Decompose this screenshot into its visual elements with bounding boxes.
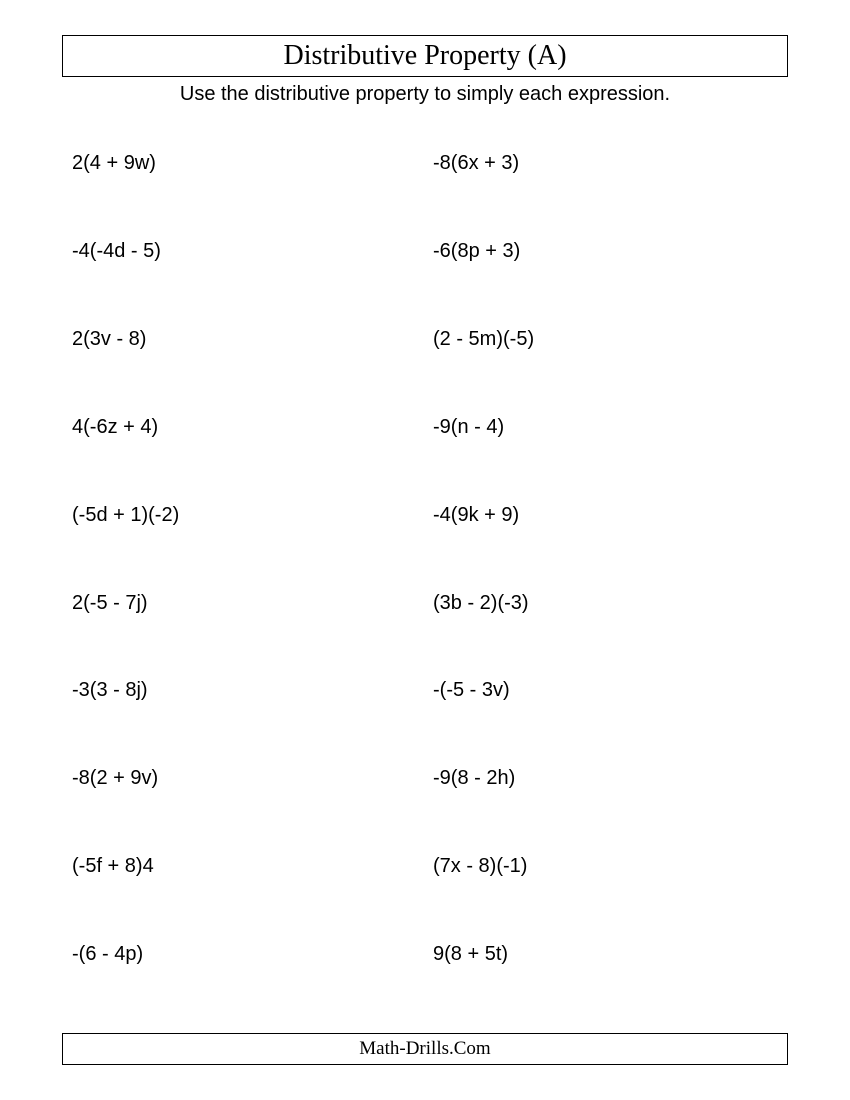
problem-right-3: -9(n - 4) — [425, 408, 778, 496]
worksheet-page: Distributive Property (A) Use the distri… — [0, 0, 850, 1100]
worksheet-title: Distributive Property (A) — [63, 40, 787, 72]
problem-left-3: 4(-6z + 4) — [72, 408, 425, 496]
problem-right-5: (3b - 2)(-3) — [425, 584, 778, 672]
problem-left-5: 2(-5 - 7j) — [72, 584, 425, 672]
problem-right-7: -9(8 - 2h) — [425, 759, 778, 847]
problem-right-4: -4(9k + 9) — [425, 496, 778, 584]
problem-left-7: -8(2 + 9v) — [72, 759, 425, 847]
problem-right-6: -(-5 - 3v) — [425, 671, 778, 759]
footer-container: Math-Drills.Com — [62, 1033, 788, 1065]
problem-left-1: -4(-4d - 5) — [72, 232, 425, 320]
problem-left-0: 2(4 + 9w) — [72, 144, 425, 232]
problem-left-6: -3(3 - 8j) — [72, 671, 425, 759]
problem-right-8: (7x - 8)(-1) — [425, 847, 778, 935]
problems-grid: 2(4 + 9w) -8(6x + 3) -4(-4d - 5) -6(8p +… — [62, 144, 788, 1023]
problem-left-2: 2(3v - 8) — [72, 320, 425, 408]
problem-right-9: 9(8 + 5t) — [425, 935, 778, 1023]
problem-left-8: (-5f + 8)4 — [72, 847, 425, 935]
problem-left-4: (-5d + 1)(-2) — [72, 496, 425, 584]
title-container: Distributive Property (A) — [62, 35, 788, 77]
instructions-text: Use the distributive property to simply … — [62, 83, 788, 106]
problem-left-9: -(6 - 4p) — [72, 935, 425, 1023]
problem-right-2: (2 - 5m)(-5) — [425, 320, 778, 408]
problem-right-1: -6(8p + 3) — [425, 232, 778, 320]
problem-right-0: -8(6x + 3) — [425, 144, 778, 232]
footer-text: Math-Drills.Com — [359, 1038, 490, 1059]
